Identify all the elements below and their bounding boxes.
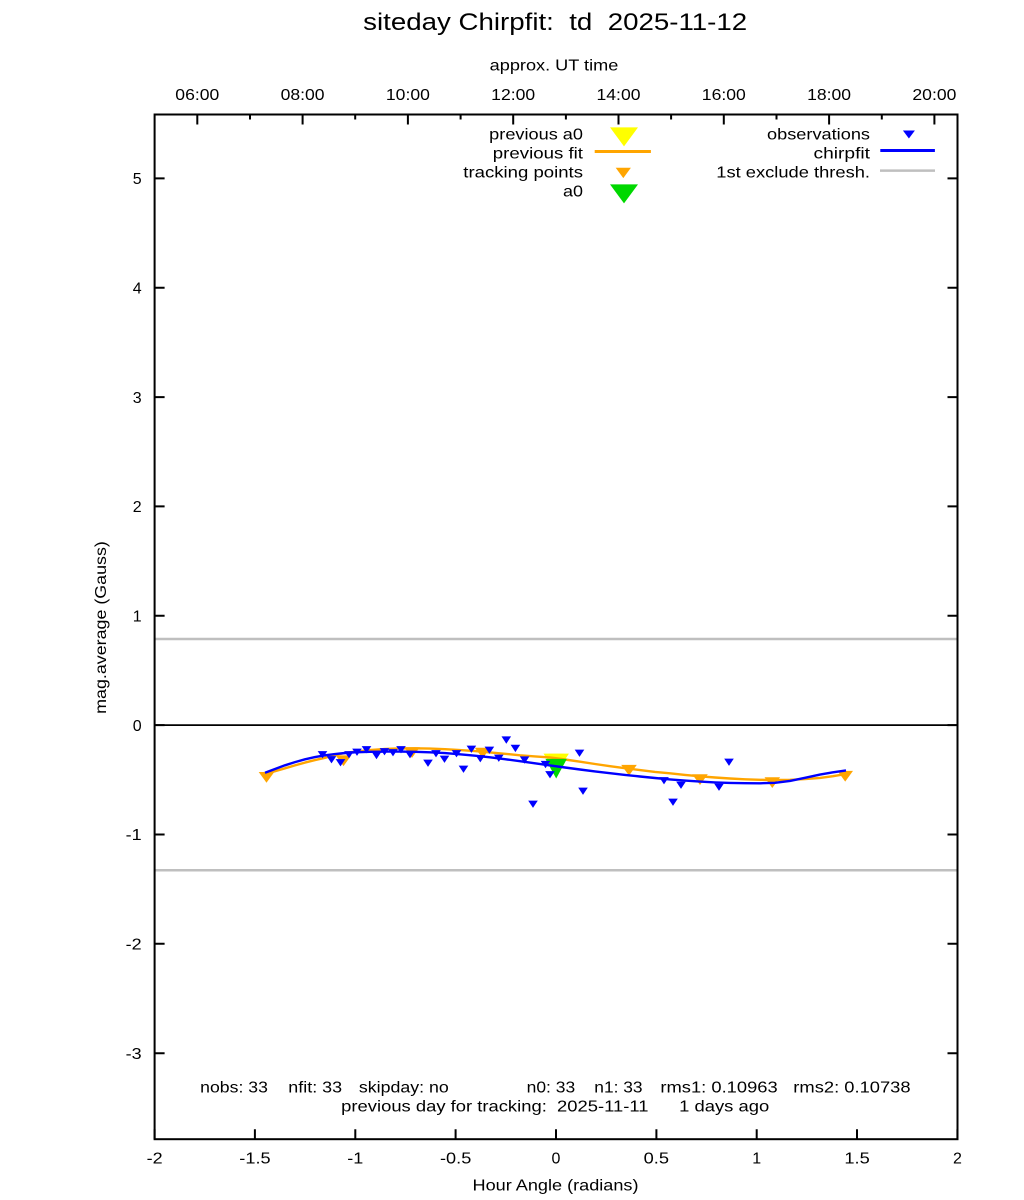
svg-text:previous a0: previous a0 (489, 126, 583, 143)
svg-text:0.5: 0.5 (644, 1150, 670, 1167)
svg-text:1: 1 (752, 1150, 761, 1167)
svg-text:tracking points: tracking points (463, 164, 583, 181)
svg-text:n0: 33: n0: 33 (527, 1080, 576, 1097)
svg-text:4: 4 (133, 281, 142, 298)
svg-text:2: 2 (953, 1150, 962, 1167)
svg-text:20:00: 20:00 (912, 87, 956, 104)
svg-text:16:00: 16:00 (702, 87, 746, 104)
svg-text:n1: 33: n1: 33 (594, 1080, 642, 1097)
svg-text:2: 2 (133, 499, 142, 516)
svg-text:-0.5: -0.5 (440, 1150, 471, 1167)
svg-text:chirpfit: chirpfit (814, 145, 871, 162)
svg-text:3: 3 (133, 390, 142, 407)
svg-text:1: 1 (133, 609, 142, 626)
svg-text:5: 5 (133, 171, 142, 188)
svg-text:-1: -1 (126, 827, 142, 844)
svg-text:mag.average (Gauss): mag.average (Gauss) (93, 541, 110, 714)
svg-text:1st exclude thresh.: 1st exclude thresh. (716, 164, 870, 181)
svg-text:nobs: 33: nobs: 33 (200, 1080, 268, 1097)
svg-text:a0: a0 (563, 183, 583, 200)
svg-text:-2: -2 (126, 937, 142, 954)
svg-text:rms1: 0.10963: rms1: 0.10963 (660, 1080, 777, 1097)
svg-text:skipday: no: skipday: no (359, 1080, 449, 1097)
svg-text:1.5: 1.5 (844, 1150, 870, 1167)
svg-text:14:00: 14:00 (597, 87, 641, 104)
svg-text:18:00: 18:00 (807, 87, 851, 104)
svg-text:-1: -1 (347, 1150, 363, 1167)
svg-text:0: 0 (133, 718, 142, 735)
svg-text:12:00: 12:00 (491, 87, 535, 104)
svg-text:Hour Angle (radians): Hour Angle (radians) (473, 1178, 639, 1195)
svg-text:previous day for tracking: 20: previous day for tracking: 2025-11-11 1 … (341, 1099, 769, 1116)
svg-text:approx. UT time: approx. UT time (490, 58, 619, 75)
svg-text:-1.5: -1.5 (239, 1150, 270, 1167)
svg-text:0: 0 (552, 1150, 561, 1167)
svg-text:siteday Chirpfit: td 2025-11: siteday Chirpfit: td 2025-11-12 (363, 9, 747, 36)
svg-text:-3: -3 (126, 1046, 142, 1063)
svg-text:-2: -2 (147, 1150, 163, 1167)
svg-text:previous fit: previous fit (493, 145, 584, 162)
svg-text:08:00: 08:00 (281, 87, 325, 104)
svg-text:nfit: 33: nfit: 33 (288, 1080, 342, 1097)
svg-text:06:00: 06:00 (175, 87, 219, 104)
svg-text:observations: observations (767, 126, 870, 143)
svg-text:rms2: 0.10738: rms2: 0.10738 (793, 1080, 910, 1097)
svg-text:10:00: 10:00 (386, 87, 430, 104)
